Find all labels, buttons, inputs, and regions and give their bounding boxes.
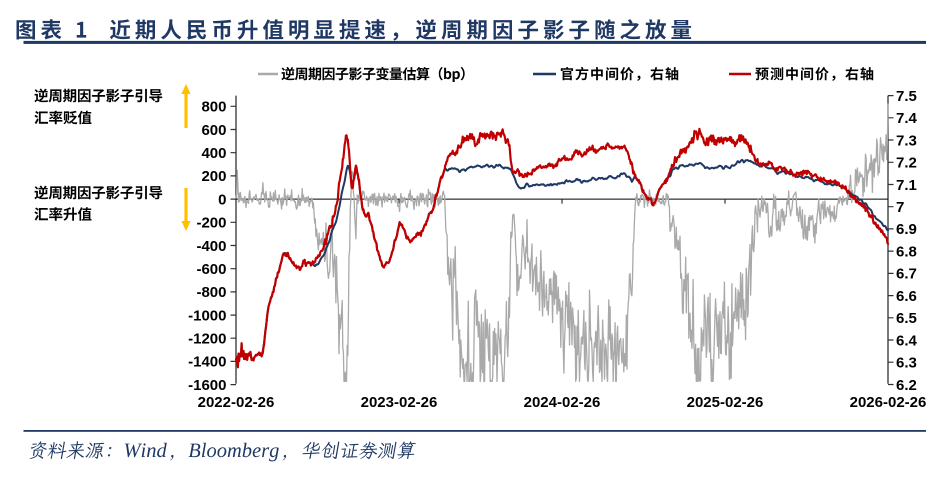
svg-text:0: 0 (218, 191, 226, 208)
svg-text:400: 400 (201, 145, 226, 162)
svg-text:200: 200 (201, 168, 226, 185)
svg-text:-1200: -1200 (188, 331, 226, 348)
svg-text:2024-02-26: 2024-02-26 (524, 394, 601, 411)
svg-text:2026-02-26: 2026-02-26 (850, 394, 927, 411)
svg-text:2022-02-26: 2022-02-26 (198, 394, 275, 411)
svg-text:-600: -600 (196, 261, 226, 278)
svg-text:600: 600 (201, 122, 226, 139)
svg-text:7.4: 7.4 (896, 110, 918, 127)
svg-text:2023-02-26: 2023-02-26 (361, 394, 438, 411)
svg-text:7.5: 7.5 (896, 88, 917, 105)
svg-text:-1600: -1600 (188, 377, 226, 394)
svg-text:7: 7 (896, 199, 904, 216)
svg-text:-200: -200 (196, 215, 226, 232)
svg-text:6.8: 6.8 (896, 243, 917, 260)
svg-text:6.9: 6.9 (896, 221, 917, 238)
svg-text:-1400: -1400 (188, 354, 226, 371)
svg-text:-400: -400 (196, 238, 226, 255)
svg-text:7.3: 7.3 (896, 132, 917, 149)
svg-text:800: 800 (201, 99, 226, 116)
svg-text:6.6: 6.6 (896, 288, 917, 305)
svg-text:6.5: 6.5 (896, 310, 917, 327)
svg-text:6.2: 6.2 (896, 377, 917, 394)
svg-text:6.3: 6.3 (896, 355, 917, 372)
svg-text:7.1: 7.1 (896, 177, 917, 194)
svg-text:-800: -800 (196, 284, 226, 301)
svg-text:2025-02-26: 2025-02-26 (687, 394, 764, 411)
svg-text:7.2: 7.2 (896, 155, 917, 172)
svg-text:6.4: 6.4 (896, 332, 918, 349)
svg-text:6.7: 6.7 (896, 266, 917, 283)
svg-text:-1000: -1000 (188, 307, 226, 324)
